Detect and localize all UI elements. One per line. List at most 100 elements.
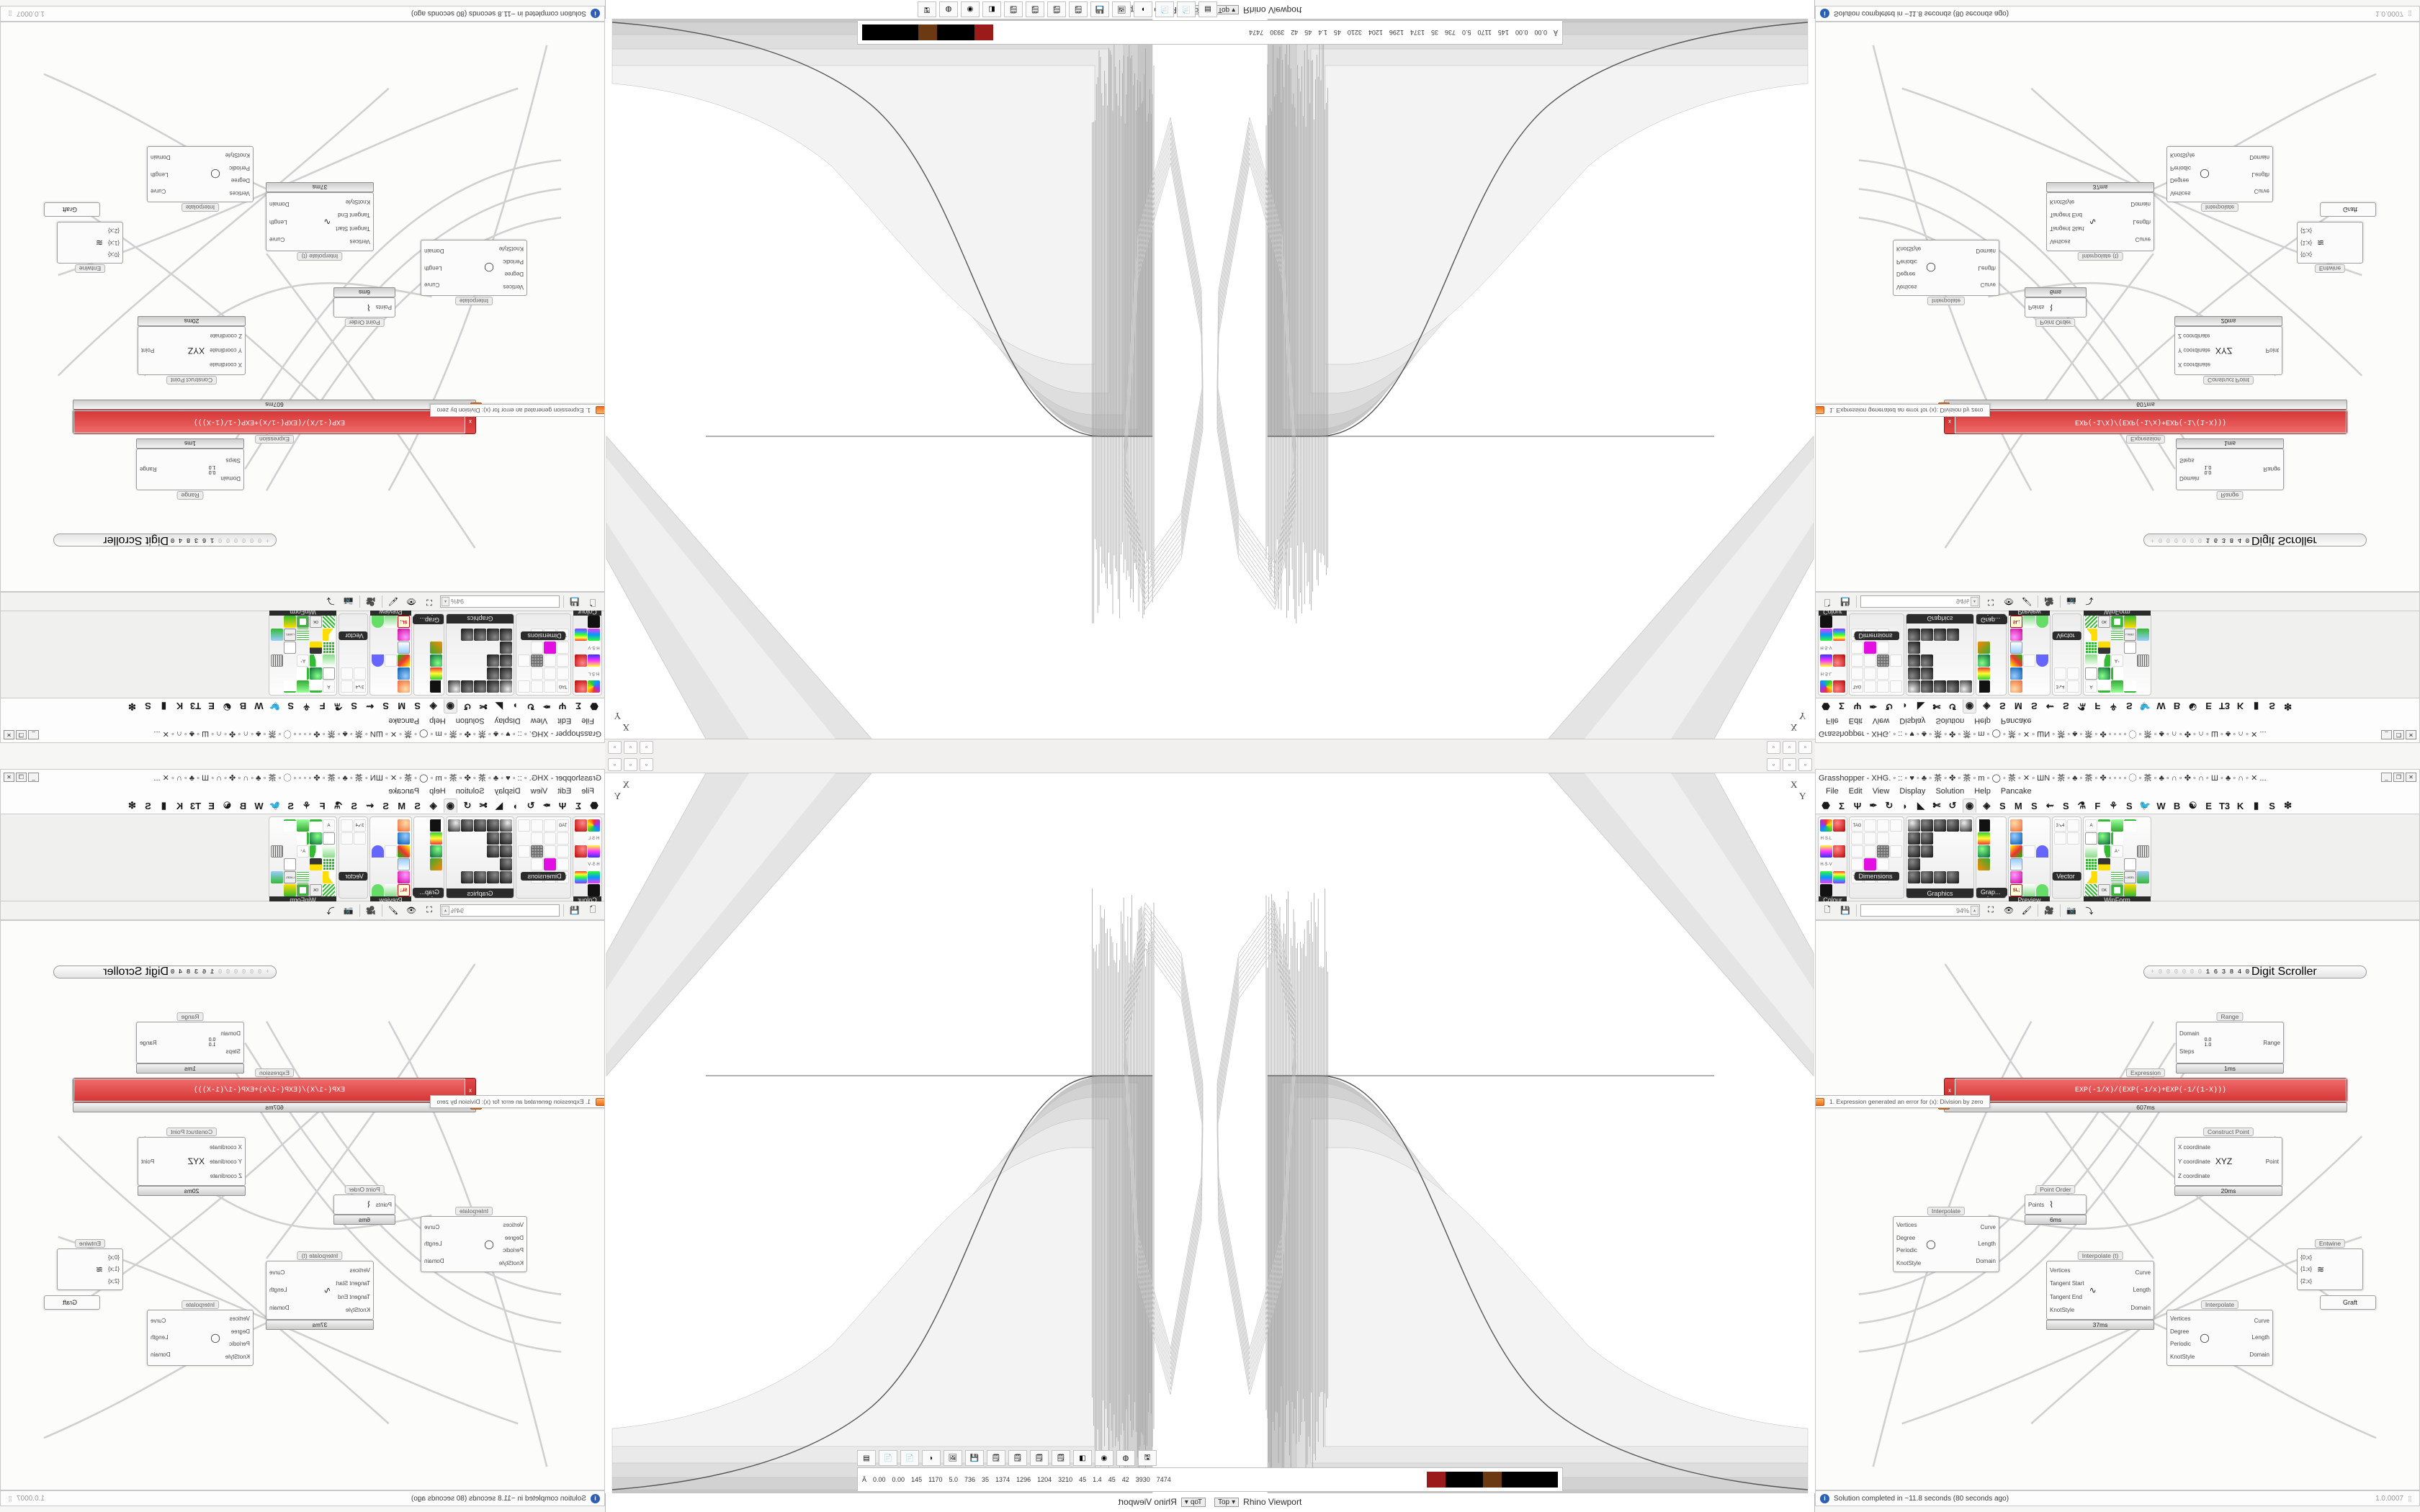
camera-button[interactable]: 🎥: [364, 595, 378, 608]
target-icon[interactable]: [1921, 629, 1933, 641]
copy-button[interactable]: 🗒: [987, 1450, 1005, 1466]
viewport-view-dropdown[interactable]: Top ▾: [1214, 1498, 1239, 1507]
tab-maths[interactable]: Σ: [573, 801, 584, 811]
tab-surface[interactable]: ◗: [1899, 701, 1911, 712]
input-param[interactable]: Periodic: [225, 165, 250, 171]
menu-item-help[interactable]: Help: [429, 787, 446, 796]
graph-mapper-icon[interactable]: [430, 858, 442, 870]
line-dim-icon[interactable]: [1864, 680, 1876, 693]
colour-grad-2[interactable]: [1820, 629, 1832, 641]
input-param[interactable]: Domain: [2179, 475, 2200, 482]
colour-red[interactable]: [1833, 680, 1845, 693]
form-icon[interactable]: [284, 858, 296, 870]
pin-icon[interactable]: [1921, 667, 1933, 680]
globe-icon[interactable]: [430, 654, 442, 667]
output-param[interactable]: Domain: [269, 1305, 290, 1311]
dots-icon[interactable]: [398, 871, 410, 883]
input-param[interactable]: Periodic: [1896, 1247, 1921, 1254]
input-param[interactable]: X coordinate: [210, 362, 242, 369]
tab-s4[interactable]: S: [2123, 801, 2135, 811]
ribbon-float-label-vector[interactable]: Vector: [2052, 872, 2081, 881]
interpolate-t-component[interactable]: Interpolate (t) Vertices Tangent Start Tang…: [2046, 1261, 2154, 1320]
colour-swatch-3[interactable]: [1483, 1472, 1502, 1488]
grid-green-icon[interactable]: [323, 858, 335, 870]
menu-item-display[interactable]: Display: [1899, 787, 1925, 796]
sphere-shade-icon[interactable]: [500, 819, 512, 832]
torus-icon[interactable]: [500, 832, 512, 845]
rhino-toolbar-bottom[interactable]: ▤ 📄 📄 ◗ 🖼 💾 🗒 🗒 🗒 🗒 ◧ ◉ ◍ 🖫: [857, 1449, 1217, 1467]
output-param[interactable]: Domain: [269, 201, 290, 207]
region-dim-icon[interactable]: [518, 680, 530, 693]
menu-item-pancake[interactable]: Pancake: [388, 787, 419, 796]
digit-cell[interactable]: 4: [176, 536, 184, 544]
cluster-button[interactable]: ⤵: [323, 595, 338, 608]
render-button[interactable]: 🖼: [1112, 1, 1131, 17]
output-param[interactable]: Length: [424, 1241, 444, 1247]
dots-icon[interactable]: [2010, 629, 2022, 641]
profiler-button[interactable]: 📷: [341, 904, 356, 917]
zoom-extents-button[interactable]: ⛶: [1984, 904, 1998, 917]
tab-kangaroo[interactable]: ◈: [428, 800, 439, 811]
output-param[interactable]: Point: [141, 1158, 154, 1165]
torus-icon[interactable]: [1908, 667, 1920, 680]
tab-mesh[interactable]: ◣: [493, 701, 505, 712]
output-param[interactable]: Domain: [2130, 1305, 2151, 1311]
preview-toggle-button[interactable]: 👁: [2002, 595, 2016, 608]
output-param[interactable]: Length: [151, 171, 171, 178]
tab-s3[interactable]: S: [2060, 801, 2071, 811]
magenta-swatch[interactable]: [544, 858, 556, 870]
input-param[interactable]: Steps: [220, 457, 241, 464]
barchart-icon[interactable]: [284, 616, 296, 628]
mesh-preview-icon[interactable]: [398, 819, 410, 832]
vector-green-icon[interactable]: [2067, 832, 2079, 845]
tab-b1[interactable]: B: [2172, 701, 2183, 712]
light-button[interactable]: ◗: [1134, 1, 1152, 17]
sphere2-icon[interactable]: [448, 819, 460, 832]
digit-cell[interactable]: 1: [2204, 536, 2212, 544]
angle-dim-icon[interactable]: [557, 845, 569, 858]
window-icon[interactable]: [2023, 654, 2035, 667]
tree-icon[interactable]: [2023, 884, 2035, 896]
pin-icon[interactable]: [487, 832, 499, 845]
output-param[interactable]: Point: [2266, 348, 2279, 354]
linear-dim-icon[interactable]: [544, 845, 556, 858]
colour-red2[interactable]: [575, 654, 587, 667]
digit-cell[interactable]: 3: [2220, 536, 2228, 544]
resize-grip-icon[interactable]: ⣿: [5, 11, 12, 17]
text-plus-icon[interactable]: A⁺: [297, 654, 309, 667]
stroke-icon[interactable]: [531, 858, 543, 870]
tab-intersect[interactable]: ✄: [478, 800, 489, 811]
grid-dim-icon[interactable]: [1877, 654, 1889, 667]
input-param[interactable]: {1;x}: [108, 240, 120, 246]
output-param[interactable]: Domain: [151, 154, 171, 161]
tree-green-icon[interactable]: [323, 845, 335, 858]
tab-green[interactable]: ❇: [126, 701, 138, 712]
tab-green[interactable]: ❇: [126, 800, 138, 811]
range-component[interactable]: Range Domain Steps 0.0 1.0 Range 1ms: [136, 449, 244, 490]
flame-icon[interactable]: [500, 871, 512, 883]
checkbox-icon[interactable]: [2085, 667, 2097, 680]
tab-green[interactable]: ❇: [2282, 701, 2294, 712]
slider-v-icon[interactable]: [2111, 832, 2123, 845]
tab-intersect[interactable]: ✄: [478, 701, 489, 712]
tab-transform[interactable]: ↺: [462, 701, 473, 712]
rhino-viewport-canvas[interactable]: X Y: [1210, 773, 1815, 1493]
construct-point-component[interactable]: Construct Point X coordinate Y coordinate Z…: [138, 1137, 246, 1186]
heart-green-icon[interactable]: [2036, 884, 2048, 896]
input-param[interactable]: Z coordinate: [2178, 333, 2210, 340]
pin-icon[interactable]: [487, 667, 499, 680]
zoom-level-input[interactable]: 94% ▴: [1860, 904, 1980, 917]
resize-grip-icon[interactable]: ⣿: [5, 1495, 12, 1502]
digit-cell[interactable]: 4: [2236, 536, 2244, 544]
input-param[interactable]: Vertices: [499, 1222, 524, 1228]
viewport-tool-2[interactable]: ▫: [608, 742, 622, 755]
tab-s1[interactable]: S: [1996, 701, 2008, 712]
input-param[interactable]: {1;x}: [2300, 1266, 2312, 1272]
save-document-button[interactable]: 💾: [1838, 904, 1852, 917]
construct-point-component[interactable]: Construct Point X coordinate Y coordinate Z…: [138, 326, 246, 375]
tree-icon[interactable]: [385, 616, 397, 628]
vector-red-icon[interactable]: [354, 832, 366, 845]
link-icon[interactable]: [487, 654, 499, 667]
barchart-icon[interactable]: [284, 884, 296, 896]
digit-cell[interactable]: 6: [2212, 968, 2220, 976]
